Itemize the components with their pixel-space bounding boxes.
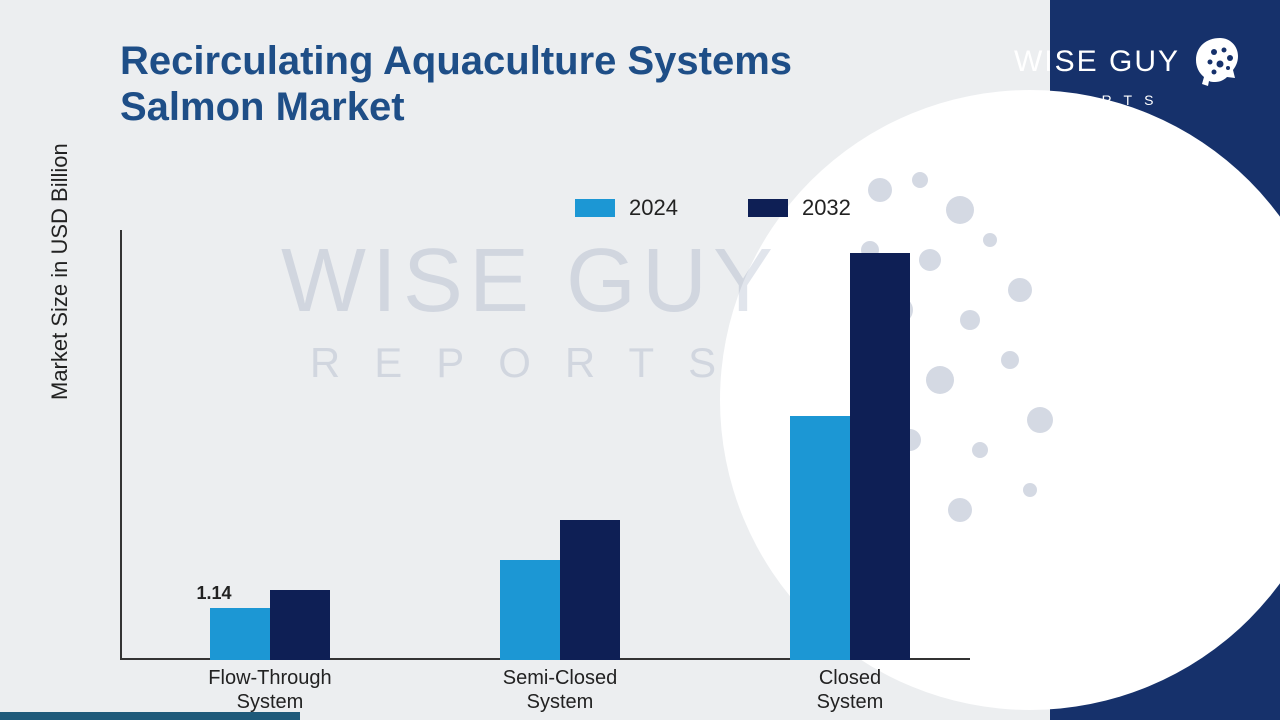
- category-text: Flow-ThroughSystem: [208, 667, 331, 713]
- legend-swatch-2024: [575, 199, 615, 217]
- chart-canvas: WISE GUY REPORTS WISE GUY REPORTS Recirc…: [0, 0, 1280, 720]
- chart-title: Recirculating Aquaculture Systems Salmon…: [120, 38, 860, 130]
- legend-label-2024: 2024: [629, 195, 678, 221]
- bar-2032-semi-closed: [560, 520, 620, 660]
- plot-area: 1.14 Flow-ThroughSystem Semi-ClosedSyste…: [120, 230, 970, 660]
- brand-line1: WISE GUY: [1014, 45, 1180, 79]
- y-axis-line: [120, 230, 122, 660]
- bar-2024-flow-through: [210, 608, 270, 660]
- value-label-1-14: 1.14: [184, 583, 244, 604]
- category-label-closed: ClosedSystem: [750, 666, 950, 714]
- legend-item-2032: 2032: [748, 195, 851, 221]
- y-axis-label: Market Size in USD Billion: [47, 143, 73, 400]
- legend-swatch-2032: [748, 199, 788, 217]
- category-text: ClosedSystem: [817, 667, 884, 713]
- brand-logo: WISE GUY REPORTS: [1014, 34, 1246, 108]
- content-layer: Recirculating Aquaculture Systems Salmon…: [0, 0, 1280, 720]
- brand-line2: REPORTS: [1014, 92, 1246, 108]
- category-label-semi-closed: Semi-ClosedSystem: [460, 666, 660, 714]
- bar-2032-closed: [850, 253, 910, 660]
- legend: 2024 2032: [575, 195, 851, 221]
- category-text: Semi-ClosedSystem: [503, 667, 617, 713]
- bar-2024-closed: [790, 416, 850, 660]
- bar-group-semi-closed: [470, 520, 650, 660]
- bar-2032-flow-through: [270, 590, 330, 660]
- legend-label-2032: 2032: [802, 195, 851, 221]
- bar-group-closed: [760, 253, 940, 660]
- legend-item-2024: 2024: [575, 195, 678, 221]
- head-silhouette-icon: [1190, 34, 1246, 90]
- bar-2024-semi-closed: [500, 560, 560, 660]
- bottom-accent-bar: [0, 712, 300, 720]
- category-label-flow-through: Flow-ThroughSystem: [170, 666, 370, 714]
